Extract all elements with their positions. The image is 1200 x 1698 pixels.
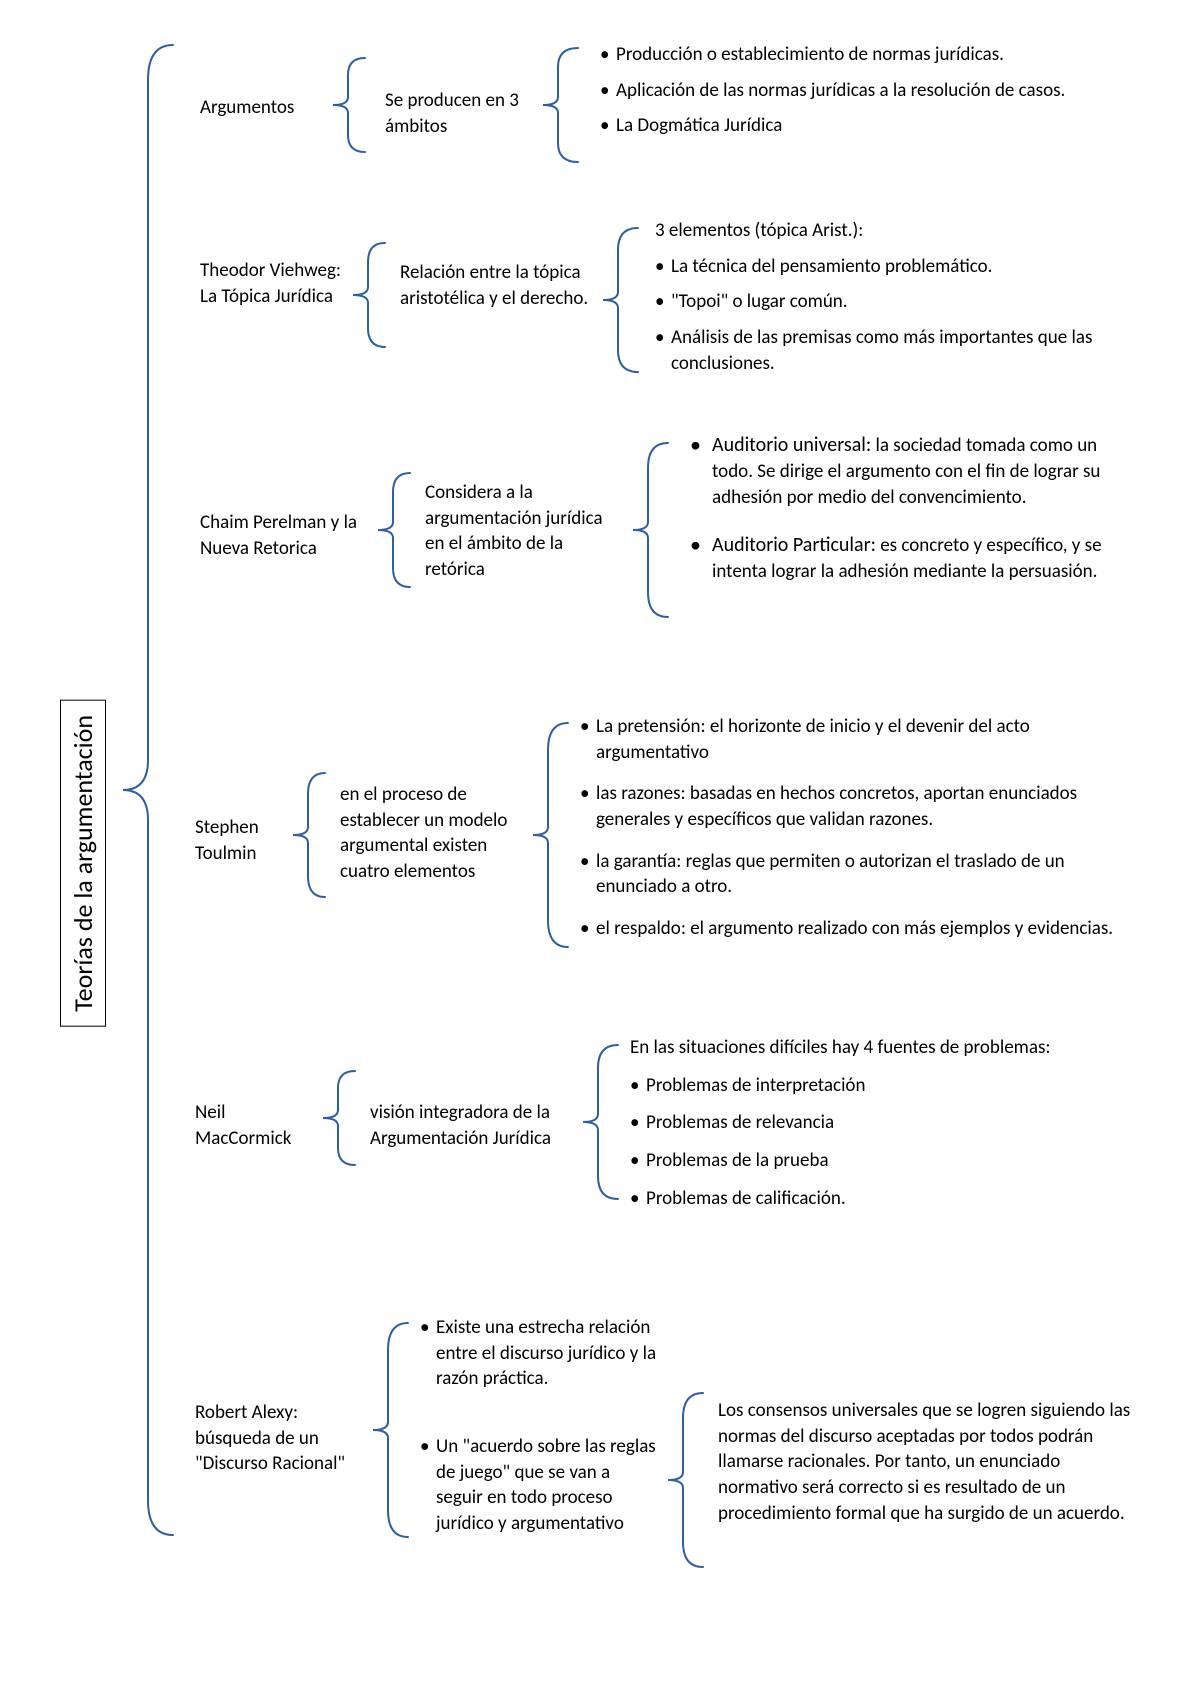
- n5-mid-text: visión integradora de la Argumentación J…: [370, 1101, 551, 1150]
- n4-item: La pretensión: el horizonte de inicio y …: [580, 714, 1140, 765]
- n1-item: Producción o establecimiento de normas j…: [600, 42, 1100, 68]
- n6-item: Un "acuerdo sobre las reglas de juego" q…: [420, 1434, 660, 1537]
- n4-item: el respaldo: el argumento realizado con …: [580, 916, 1140, 942]
- n2-item: La técnica del pensamiento problemático.: [655, 254, 1135, 280]
- n6-conclusion: Los consensos universales que se logren …: [718, 1398, 1138, 1526]
- n4-item-text: La pretensión: el horizonte de inicio y …: [596, 715, 1030, 764]
- n2-label-text: Theodor Viehweg: La Tópica Jurídica: [200, 259, 341, 308]
- n3-item-term: Auditorio Particular:: [712, 533, 876, 557]
- n5-intro: En las situaciones difíciles hay 4 fuent…: [630, 1035, 1130, 1061]
- n5-label-text: Neil MacCormick: [195, 1101, 291, 1150]
- n6-label: Robert Alexy: búsqueda de un "Discurso R…: [195, 1400, 375, 1477]
- n3-item: Auditorio universal: la sociedad tomada …: [690, 432, 1140, 510]
- n6-item-text: Un "acuerdo sobre las reglas de juego" q…: [436, 1435, 656, 1535]
- n2-item-text: "Topoi" o lugar común.: [671, 290, 848, 313]
- n5-item: Problemas de interpretación: [630, 1073, 1130, 1099]
- n2-detail: 3 elementos (tópica Arist.): La técnica …: [655, 218, 1135, 386]
- n5-detail: En las situaciones difíciles hay 4 fuent…: [630, 1035, 1130, 1217]
- n2-mid-text: Relación entre la tópica aristotélica y …: [400, 261, 588, 310]
- root-title: Teorías de la argumentación: [60, 700, 106, 1027]
- n4-items: La pretensión: el horizonte de inicio y …: [580, 714, 1140, 951]
- n1-brace-1: [330, 55, 370, 155]
- n2-intro: 3 elementos (tópica Arist.):: [655, 218, 1135, 244]
- n6-conclusion-text: Los consensos universales que se logren …: [718, 1399, 1130, 1525]
- n4-item-text: las razones: basadas en hechos concretos…: [596, 782, 1077, 831]
- n4-item-text: la garantía: reglas que permiten o autor…: [596, 850, 1065, 899]
- n5-brace-2: [580, 1042, 624, 1202]
- n4-mid: en el proceso de establecer un modelo ar…: [340, 782, 530, 885]
- n5-mid: visión integradora de la Argumentación J…: [370, 1100, 580, 1151]
- n4-brace-1: [290, 770, 330, 900]
- n2-item: Análisis de las premisas como más import…: [655, 325, 1135, 376]
- n6-items: Existe una estrecha relación entre el di…: [420, 1315, 660, 1546]
- n5-item-text: Problemas de relevancia: [646, 1111, 834, 1134]
- n1-item-text: La Dogmática Jurídica: [616, 114, 782, 137]
- root-brace: [118, 40, 178, 1540]
- n5-item-text: Problemas de calificación.: [646, 1187, 846, 1210]
- n4-item: la garantía: reglas que permiten o autor…: [580, 849, 1140, 900]
- n4-mid-text: en el proceso de establecer un modelo ar…: [340, 783, 507, 883]
- n5-item-text: Problemas de la prueba: [646, 1149, 829, 1172]
- n3-items: Auditorio universal: la sociedad tomada …: [690, 432, 1140, 595]
- n1-brace-2: [540, 45, 584, 165]
- n4-brace-2: [530, 720, 574, 950]
- n3-mid-text: Considera a la argumentación jurídica en…: [425, 481, 603, 581]
- n4-label-text: Stephen Toulmin: [195, 816, 259, 865]
- n3-brace-2: [630, 440, 674, 620]
- n6-brace-2: [665, 1390, 709, 1570]
- n6-item-text: Existe una estrecha relación entre el di…: [436, 1316, 656, 1390]
- n1-item: Aplicación de las normas jurídicas a la …: [600, 78, 1100, 104]
- n5-item: Problemas de la prueba: [630, 1148, 1130, 1174]
- n3-label: Chaim Perelman y la Nueva Retorica: [200, 510, 370, 561]
- n2-item-text: La técnica del pensamiento problemático.: [671, 255, 992, 278]
- n2-mid: Relación entre la tópica aristotélica y …: [400, 260, 600, 311]
- n6-label-text: Robert Alexy: búsqueda de un "Discurso R…: [195, 1401, 345, 1475]
- n6-item: Existe una estrecha relación entre el di…: [420, 1315, 660, 1392]
- n1-items: Producción o establecimiento de normas j…: [600, 42, 1100, 149]
- n2-brace-1: [350, 240, 390, 350]
- n4-item: las razones: basadas en hechos concretos…: [580, 781, 1140, 832]
- n2-item-text: Análisis de las premisas como más import…: [671, 326, 1092, 375]
- n5-item: Problemas de calificación.: [630, 1186, 1130, 1212]
- n1-mid-text: Se producen en 3 ámbitos: [385, 89, 519, 138]
- n5-items: Problemas de interpretación Problemas de…: [630, 1073, 1130, 1212]
- n3-item: Auditorio Particular: es concreto y espe…: [690, 532, 1140, 585]
- n5-item: Problemas de relevancia: [630, 1110, 1130, 1136]
- n1-label: Argumentos: [200, 95, 340, 121]
- n1-label-text: Argumentos: [200, 96, 294, 119]
- n3-label-text: Chaim Perelman y la Nueva Retorica: [200, 511, 357, 560]
- n1-item: La Dogmática Jurídica: [600, 113, 1100, 139]
- n2-items: La técnica del pensamiento problemático.…: [655, 254, 1135, 377]
- n5-label: Neil MacCormick: [195, 1100, 325, 1151]
- root-title-text: Teorías de la argumentación: [67, 715, 99, 1012]
- n3-brace-1: [375, 470, 415, 590]
- n1-item-text: Aplicación de las normas jurídicas a la …: [616, 79, 1065, 102]
- n2-brace-2: [600, 225, 644, 375]
- n3-item-term: Auditorio universal:: [712, 433, 871, 457]
- n2-label: Theodor Viehweg: La Tópica Jurídica: [200, 258, 350, 309]
- n2-item: "Topoi" o lugar común.: [655, 289, 1135, 315]
- n1-item-text: Producción o establecimiento de normas j…: [616, 43, 1004, 66]
- n1-mid: Se producen en 3 ámbitos: [385, 88, 535, 139]
- n4-item-text: el respaldo: el argumento realizado con …: [596, 917, 1113, 940]
- n3-mid: Considera a la argumentación jurídica en…: [425, 480, 625, 583]
- n5-brace-1: [320, 1068, 360, 1168]
- n6-brace-1: [370, 1320, 414, 1540]
- n5-item-text: Problemas de interpretación: [646, 1074, 865, 1097]
